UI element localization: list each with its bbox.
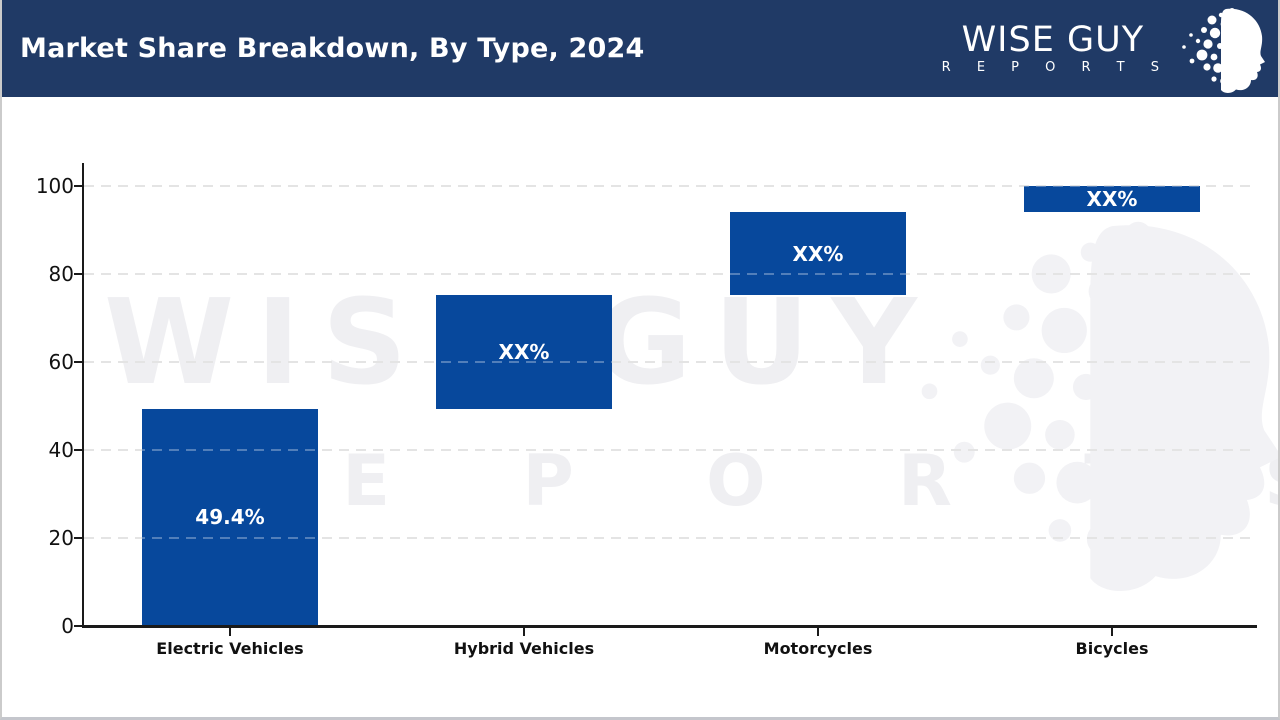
bar-value-label: XX% xyxy=(498,339,550,364)
y-tick-mark xyxy=(74,273,82,275)
y-tick-mark xyxy=(74,625,82,627)
grid-line-overlay xyxy=(84,449,1257,451)
x-category-label-1: Electric Vehicles xyxy=(156,639,304,658)
logo-wordmark: WISE GUY xyxy=(961,19,1145,60)
bar-motorcycles xyxy=(730,212,906,296)
y-tick-mark xyxy=(74,185,82,187)
grid-line-overlay xyxy=(84,273,1257,275)
y-tick-mark xyxy=(74,537,82,539)
y-tick-label: 60 xyxy=(48,350,74,374)
bar-bicycles xyxy=(1024,186,1200,213)
grid-line xyxy=(84,273,1257,275)
y-tick-mark xyxy=(74,361,82,363)
logo-text: WISE GUY R E P O R T S xyxy=(936,19,1170,76)
x-tick-mark xyxy=(229,628,231,636)
dotted-face-icon xyxy=(1182,7,1265,93)
y-tick-label: 40 xyxy=(48,438,74,462)
x-tick-mark xyxy=(817,628,819,636)
logo-subtitle: R E P O R T S xyxy=(941,60,1170,76)
header-bar: Market Share Breakdown, By Type, 2024 WI… xyxy=(0,0,1280,97)
y-tick-label: 0 xyxy=(61,614,74,638)
bar-value-label: XX% xyxy=(792,241,844,266)
y-tick-mark xyxy=(74,449,82,451)
grid-line xyxy=(84,185,1257,187)
wise-guy-reports-logo: WISE GUY R E P O R T S xyxy=(936,5,1266,93)
bar-hybrid-vehicles xyxy=(436,295,612,409)
y-axis xyxy=(82,163,84,627)
grid-line xyxy=(84,361,1257,363)
y-tick-label: 80 xyxy=(48,262,74,286)
x-tick-mark xyxy=(523,628,525,636)
x-category-label-2: Hybrid Vehicles xyxy=(453,639,595,658)
y-tick-label: 20 xyxy=(48,526,74,550)
y-tick-label: 100 xyxy=(35,174,74,198)
grid-line xyxy=(84,449,1257,451)
grid-line xyxy=(84,537,1257,539)
bar-electric-vehicles xyxy=(142,408,318,626)
grid-line-overlay xyxy=(84,537,1257,539)
page-title: Market Share Breakdown, By Type, 2024 xyxy=(20,33,645,64)
bar-value-label: XX% xyxy=(1086,187,1138,212)
grid-line-overlay xyxy=(84,185,1257,187)
x-category-label-4: Bicycles xyxy=(1075,639,1149,658)
x-axis xyxy=(82,625,1257,628)
grid-line-overlay xyxy=(84,361,1257,363)
x-category-label-3: Motorcycles xyxy=(763,639,873,658)
bar-value-label: 49.4% xyxy=(195,505,265,530)
x-tick-mark xyxy=(1111,628,1113,636)
